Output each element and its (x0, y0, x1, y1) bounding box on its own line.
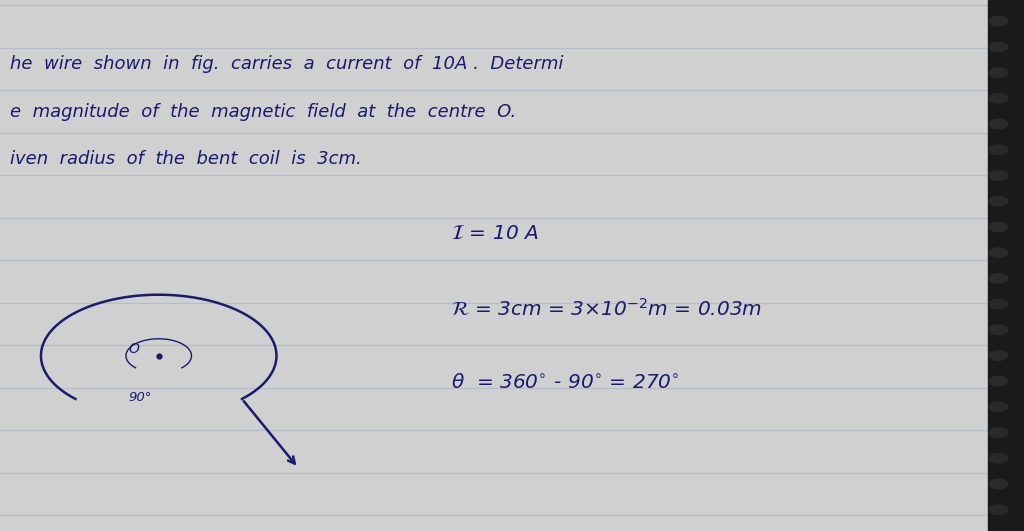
Circle shape (989, 145, 1008, 155)
Circle shape (989, 402, 1008, 412)
Circle shape (989, 428, 1008, 438)
Circle shape (989, 299, 1008, 309)
Text: he  wire  shown  in  fig.  carries  a  current  of  10A .  Determi: he wire shown in fig. carries a current … (10, 55, 563, 73)
Circle shape (989, 376, 1008, 386)
Circle shape (989, 273, 1008, 283)
Circle shape (989, 350, 1008, 360)
Circle shape (989, 42, 1008, 52)
Circle shape (989, 222, 1008, 232)
Circle shape (989, 16, 1008, 26)
Text: $\mathcal{R}$ = 3cm = 3$\times$10$^{-2}$m = 0.03m: $\mathcal{R}$ = 3cm = 3$\times$10$^{-2}$… (451, 297, 762, 319)
Circle shape (989, 479, 1008, 489)
Circle shape (989, 325, 1008, 335)
Text: $\mathcal{I}$ = 10 A: $\mathcal{I}$ = 10 A (451, 224, 539, 243)
Circle shape (989, 119, 1008, 129)
Circle shape (989, 196, 1008, 206)
Circle shape (989, 505, 1008, 515)
Circle shape (989, 93, 1008, 103)
Text: iven  radius  of  the  bent  coil  is  3cm.: iven radius of the bent coil is 3cm. (10, 150, 362, 168)
Circle shape (989, 171, 1008, 181)
Circle shape (989, 248, 1008, 258)
Circle shape (989, 453, 1008, 463)
Text: e  magnitude  of  the  magnetic  field  at  the  centre  O.: e magnitude of the magnetic field at the… (10, 102, 516, 121)
Text: $\theta$  = 360$^{\circ}$ - 90$^{\circ}$ = 270$^{\circ}$: $\theta$ = 360$^{\circ}$ - 90$^{\circ}$ … (451, 373, 679, 392)
Circle shape (989, 68, 1008, 78)
Text: 90°: 90° (128, 391, 152, 404)
Bar (988, 0, 1024, 531)
Text: O: O (128, 342, 139, 356)
